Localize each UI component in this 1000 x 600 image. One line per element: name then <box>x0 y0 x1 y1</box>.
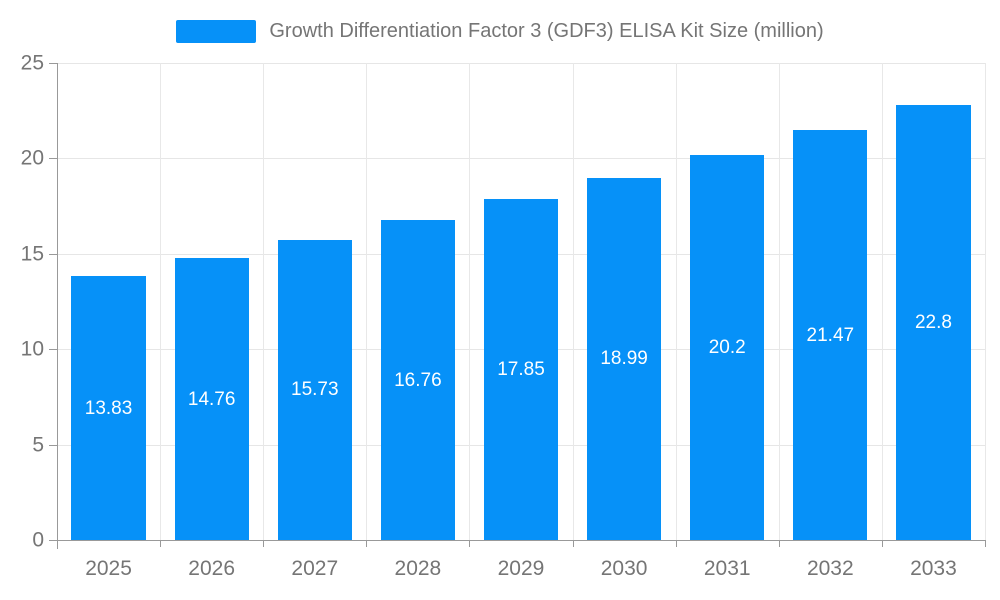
v-gridline <box>572 63 574 540</box>
bar-2029[interactable]: 17.85 <box>483 199 559 540</box>
h-gridline <box>57 158 985 160</box>
bar-2027[interactable]: 15.73 <box>277 239 352 540</box>
legend-swatch <box>176 19 257 43</box>
x-axis-tick <box>881 540 883 547</box>
bar-2028[interactable]: 16.76 <box>380 220 455 540</box>
y-axis-tick <box>49 349 57 351</box>
bar-value-label: 13.83 <box>84 397 133 419</box>
bar-value-label: 20.2 <box>708 336 746 358</box>
v-gridline <box>985 63 986 540</box>
y-axis-tick <box>49 540 57 541</box>
x-tick-label: 2029 <box>497 557 545 580</box>
bar-2031[interactable]: 20.2 <box>690 154 765 540</box>
v-gridline <box>263 63 265 540</box>
y-axis-tick <box>49 63 57 64</box>
x-tick-label: 2030 <box>600 557 648 580</box>
x-axis-tick <box>469 540 471 547</box>
y-tick-label: 25 <box>20 51 44 75</box>
x-axis-tick <box>160 540 162 547</box>
bar-value-label: 15.73 <box>291 379 339 401</box>
bar-value-label: 17.85 <box>497 359 545 381</box>
v-gridline <box>469 63 471 540</box>
legend[interactable]: Growth Differentiation Factor 3 (GDF3) E… <box>0 15 1000 47</box>
y-tick-label: 20 <box>20 146 44 170</box>
x-tick-label: 2031 <box>703 557 751 580</box>
x-axis-tick <box>985 540 986 547</box>
x-tick-label: 2028 <box>394 557 442 580</box>
bar-value-label: 14.76 <box>187 388 236 410</box>
bar-value-label: 21.47 <box>806 324 855 346</box>
y-tick-label: 15 <box>20 242 44 266</box>
x-axis-tick <box>675 540 677 547</box>
x-tick-label: 2027 <box>291 557 339 580</box>
bar-value-label: 16.76 <box>394 369 442 391</box>
y-tick-label: 10 <box>20 337 44 361</box>
v-gridline <box>366 63 368 540</box>
y-tick-label: 5 <box>32 433 44 457</box>
y-tick-label: 0 <box>32 528 44 552</box>
y-axis-tick <box>49 444 57 446</box>
bar-2026[interactable]: 14.76 <box>174 258 249 540</box>
y-axis-tick <box>49 253 57 255</box>
v-gridline <box>675 63 677 540</box>
bar-value-label: 22.8 <box>914 311 952 333</box>
x-axis-tick <box>263 540 265 547</box>
h-gridline <box>57 63 985 64</box>
x-tick-label: 2033 <box>910 557 957 580</box>
y-axis-tick <box>49 158 57 160</box>
y-axis-line <box>57 63 58 549</box>
legend-label: Growth Differentiation Factor 3 (GDF3) E… <box>269 19 824 42</box>
bar-2033[interactable]: 22.8 <box>896 104 971 540</box>
bar-2030[interactable]: 18.99 <box>586 177 662 540</box>
x-tick-label: 2032 <box>806 557 854 580</box>
v-gridline <box>881 63 883 540</box>
x-tick-label: 2026 <box>188 557 236 580</box>
bar-value-label: 18.99 <box>600 348 648 370</box>
x-axis-tick <box>778 540 780 547</box>
x-tick-label: 2025 <box>85 557 132 580</box>
v-gridline <box>778 63 780 540</box>
bar-2032[interactable]: 21.47 <box>793 130 868 540</box>
bar-2025[interactable]: 13.83 <box>71 276 146 540</box>
x-axis-tick <box>572 540 574 547</box>
x-axis-tick <box>366 540 368 547</box>
x-axis-line <box>57 540 985 541</box>
v-gridline <box>160 63 162 540</box>
